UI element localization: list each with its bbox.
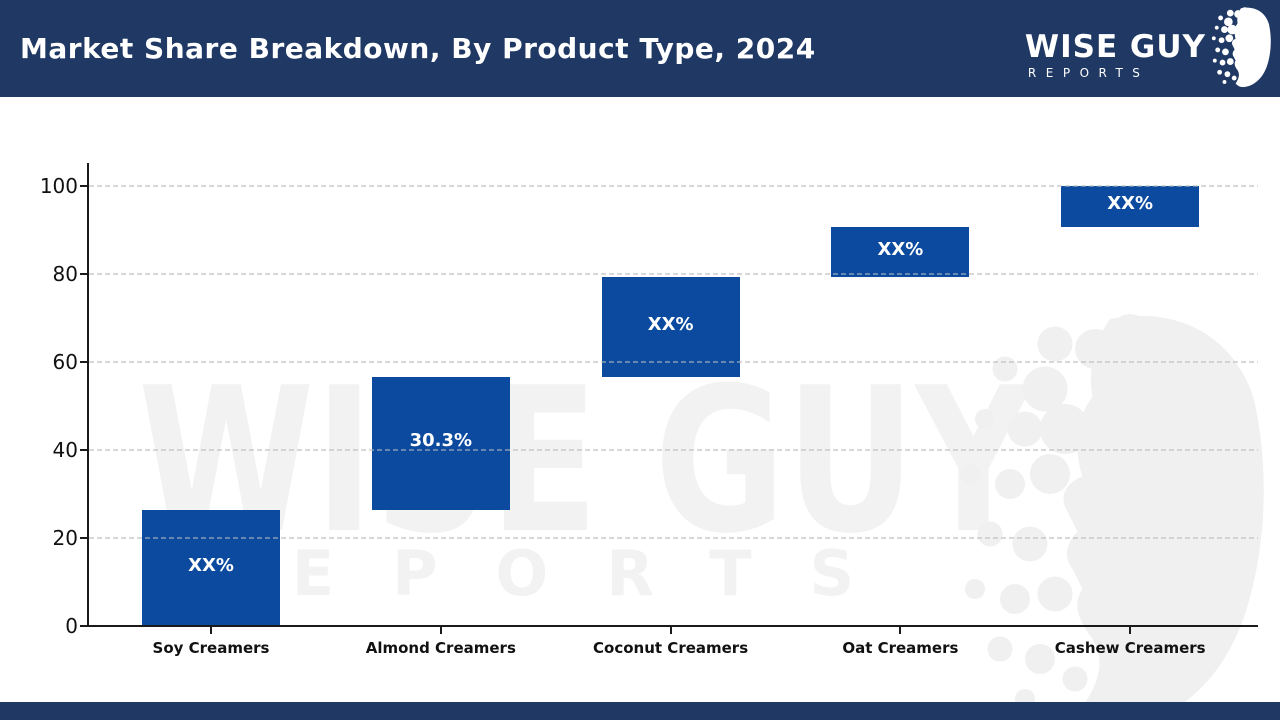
y-gridline <box>89 185 1258 187</box>
y-tick-label: 60 <box>52 350 78 374</box>
x-axis-line <box>87 625 1258 627</box>
x-category-label: Soy Creamers <box>152 639 270 657</box>
x-tickmark <box>1129 627 1132 634</box>
waterfall-bar: XX% <box>831 226 970 278</box>
header-band: Market Share Breakdown, By Product Type,… <box>0 0 1280 97</box>
y-tick-label: 80 <box>52 262 78 286</box>
watermark-subtitle: REPORTS <box>186 537 913 610</box>
waterfall-bar: 30.3% <box>371 376 510 510</box>
y-gridline <box>89 273 1258 275</box>
x-tickmark <box>439 627 442 634</box>
y-tick-label: 40 <box>52 438 78 462</box>
wiseguy-logo-text: WISE GUY REPORTS <box>1025 31 1206 80</box>
y-tickmark <box>80 625 87 627</box>
y-tick-label: 20 <box>52 526 78 550</box>
bar-value-label: XX% <box>188 554 234 576</box>
x-tickmark <box>669 627 672 634</box>
y-gridline <box>89 449 1258 451</box>
x-category-label: Cashew Creamers <box>1054 639 1206 657</box>
watermark-face-icon <box>960 314 1264 702</box>
logo-subtitle: REPORTS <box>1027 65 1150 80</box>
waterfall-bar: XX% <box>142 509 280 626</box>
x-tickmark <box>210 627 212 634</box>
bar-value-label: XX% <box>877 238 924 260</box>
y-tickmark <box>80 449 87 451</box>
y-gridline <box>89 537 1258 539</box>
y-gridline <box>89 361 1258 363</box>
y-tick-label: 100 <box>39 174 78 198</box>
y-tick-label: 0 <box>65 614 78 638</box>
page-title: Market Share Breakdown, By Product Type,… <box>20 32 816 65</box>
chart-area: WISE GUY REPORTS 0 20 40 60 80 100 XX% Soy Crea… <box>0 97 1280 702</box>
x-category-label: Coconut Creamers <box>593 639 749 657</box>
wiseguy-face-icon <box>1211 7 1271 88</box>
waterfall-bar: XX% <box>1061 186 1200 227</box>
footer-band <box>0 702 1280 720</box>
bar-value-label: 30.3% <box>409 430 473 452</box>
y-tickmark <box>80 361 87 363</box>
x-category-label: Oat Creamers <box>842 639 959 657</box>
x-category-label: Almond Creamers <box>365 639 516 657</box>
y-tickmark <box>80 273 87 275</box>
bar-value-label: XX% <box>647 313 694 335</box>
y-tickmark <box>80 185 87 187</box>
bar-value-label: XX% <box>1107 193 1154 215</box>
waterfall-bar: XX% <box>601 277 740 377</box>
y-tickmark <box>80 537 87 539</box>
x-tickmark <box>899 627 902 634</box>
y-axis-line <box>87 163 89 627</box>
logo-wordmark: WISE GUY <box>1024 28 1206 65</box>
wiseguy-logo: WISE GUY REPORTS <box>1025 6 1272 90</box>
